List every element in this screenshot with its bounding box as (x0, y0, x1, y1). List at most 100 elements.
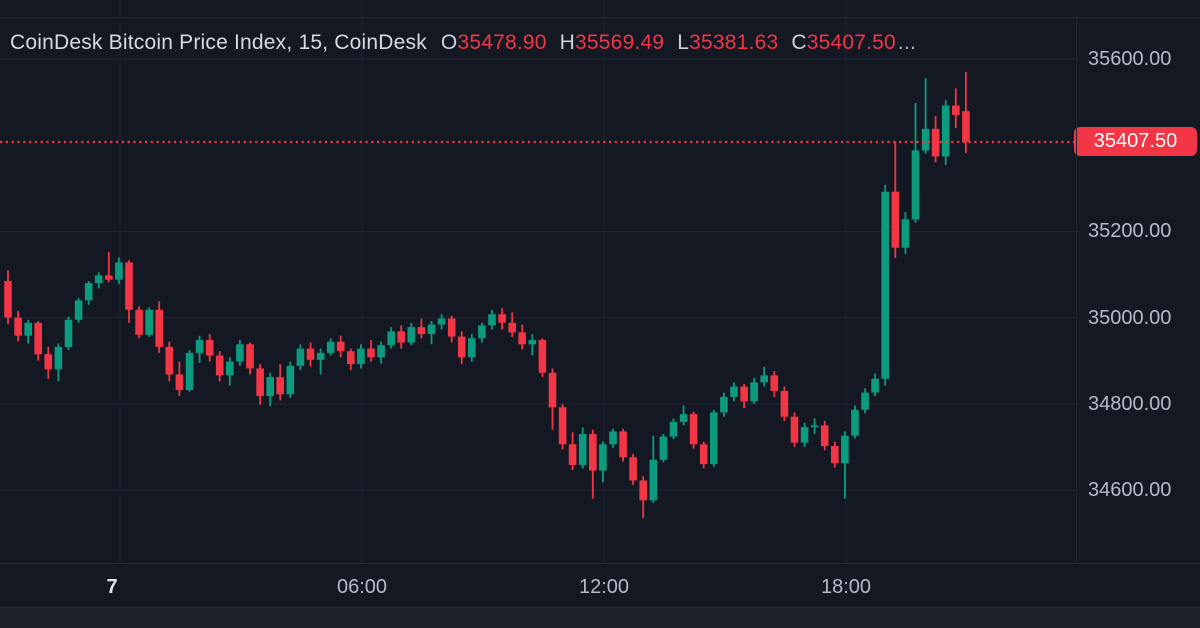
candle-body (921, 128, 930, 151)
time-axis-label: 06:00 (336, 576, 388, 598)
candle-body (629, 457, 637, 481)
candle-body (760, 375, 768, 383)
chart-legend: CoinDesk Bitcoin Price Index, 15, CoinDe… (10, 31, 916, 55)
candle-body (44, 354, 53, 370)
ohlc-low-value: 35381.63 (689, 31, 779, 54)
candle-body (135, 309, 143, 335)
candle-body (589, 434, 597, 471)
candle-body (125, 262, 133, 310)
time-axis-divider (0, 563, 1200, 564)
ohlc-high-letter: H (559, 31, 576, 54)
candle-body (740, 386, 748, 402)
candle-body (84, 283, 93, 301)
candle-body (609, 431, 617, 445)
candle-body (286, 365, 295, 395)
ohlc-low: L 35381.63 (677, 31, 778, 55)
candle-body (619, 431, 627, 458)
price-axis-divider (1076, 18, 1077, 563)
candle-body (568, 444, 577, 465)
candle-body (871, 378, 879, 393)
candle-body (236, 344, 244, 362)
candle-body (478, 325, 486, 339)
candle-body (508, 322, 516, 333)
candle-body (397, 331, 405, 343)
time-axis-label: 7 (106, 576, 118, 598)
price-axis-label: 35200.00 (1088, 220, 1172, 243)
candle-body (336, 341, 345, 352)
bottom-toolbar-strip (0, 607, 1200, 628)
ohlc-open-letter: O (440, 31, 458, 54)
candle-body (64, 319, 73, 347)
candle-body (952, 105, 960, 115)
ohlc-low-letter: L (677, 31, 690, 54)
candle-body (468, 338, 476, 358)
candle-body (599, 444, 607, 471)
candle-body (145, 309, 153, 335)
candle-body (246, 344, 254, 369)
candle-body (851, 409, 859, 436)
candle-body (427, 324, 436, 334)
candle-body (861, 392, 869, 410)
candle-body (548, 372, 557, 408)
candle-body (357, 348, 365, 365)
ohlc-close-letter: C (791, 31, 807, 54)
candle-body (34, 322, 42, 355)
candle-body (800, 427, 809, 443)
candle-body (367, 348, 375, 358)
candle-body (276, 377, 284, 395)
candle-body (891, 191, 900, 248)
candle-body (215, 355, 224, 376)
candle-body (820, 425, 829, 447)
last-price-badge: 35407.50 (1074, 127, 1197, 157)
candle-body (518, 332, 526, 345)
candle-body (387, 331, 395, 346)
candle-body (558, 407, 567, 445)
candle-body (4, 281, 12, 318)
candle-body (750, 382, 758, 402)
candle-body (689, 414, 698, 445)
candle-body (437, 318, 446, 325)
candle-body (831, 446, 839, 464)
candle-body (195, 340, 204, 353)
candle-body (649, 459, 658, 501)
candle-body (14, 317, 22, 336)
candle-body (710, 412, 718, 465)
candle-body (165, 346, 174, 375)
price-axis-label: 35000.00 (1088, 306, 1172, 329)
candle-body (659, 436, 668, 460)
candle-body (377, 345, 385, 358)
candle-body (296, 348, 305, 366)
price-axis-label: 35600.00 (1088, 48, 1172, 70)
candle-body (538, 340, 547, 373)
candle-body (528, 340, 537, 345)
ohlc-open-value: 35478.90 (457, 31, 547, 54)
ohlc-high: H 35569.49 (560, 31, 665, 55)
candle-body (407, 327, 416, 343)
candle-body (941, 105, 950, 157)
candle-body (175, 374, 184, 390)
candle-body (256, 368, 264, 397)
candle-body (185, 352, 194, 390)
candle-body (488, 314, 496, 326)
candle-body (105, 275, 113, 280)
candle-body (54, 346, 63, 370)
candle-body (74, 300, 83, 320)
candle-body (94, 275, 103, 284)
ohlc-close: C 35407.50 (791, 31, 896, 55)
candle-body (841, 435, 849, 464)
price-axis-label: 34600.00 (1088, 479, 1172, 501)
candle-body (155, 309, 163, 347)
candle-body (417, 327, 426, 334)
symbol-title[interactable]: CoinDesk Bitcoin Price Index, 15, CoinDe… (10, 31, 427, 54)
legend-ellipsis: ... (897, 31, 917, 54)
ohlc-open: O 35478.90 (441, 31, 547, 55)
candle-body (962, 111, 970, 142)
top-divider (0, 17, 1200, 18)
candle-body (266, 377, 274, 397)
candle-body (115, 262, 123, 280)
candle-body (457, 336, 466, 358)
candle-body (326, 341, 335, 353)
candle-body (679, 414, 688, 422)
